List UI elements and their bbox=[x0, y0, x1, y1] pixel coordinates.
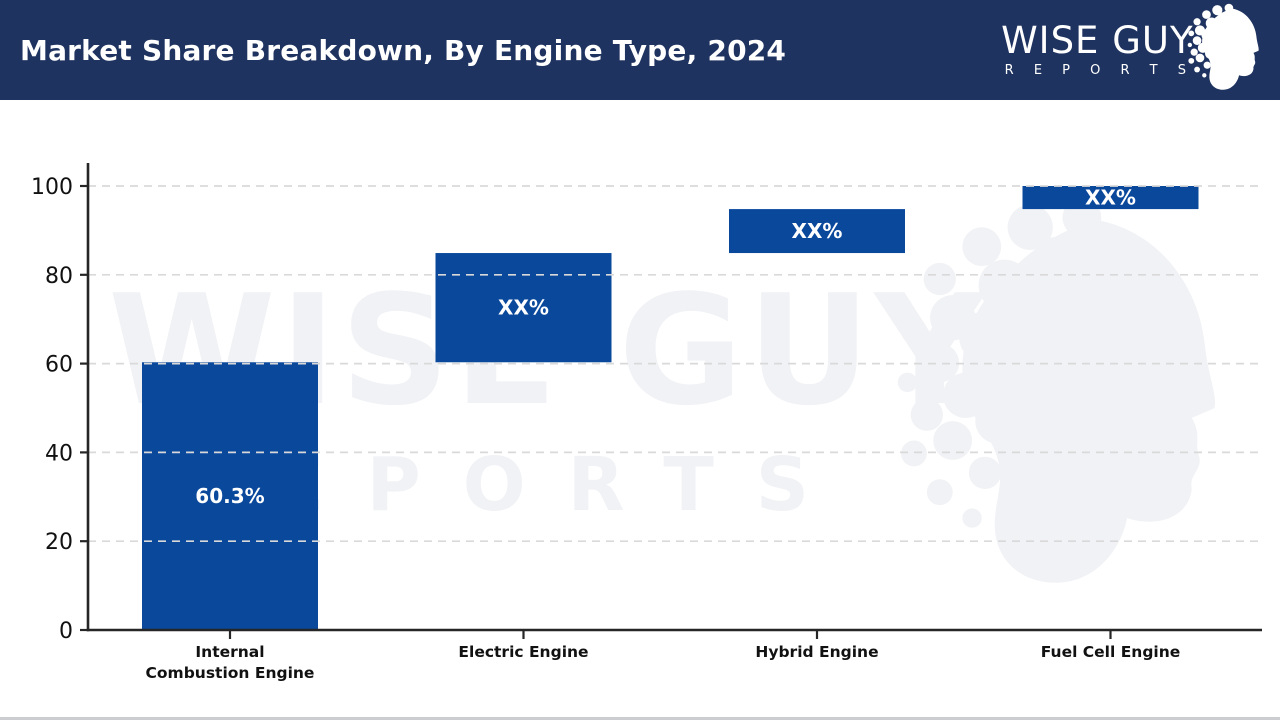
bar-value-label: XX% bbox=[792, 219, 843, 243]
x-category-label: Fuel Cell Engine bbox=[1041, 643, 1181, 661]
y-tick-label: 60 bbox=[45, 353, 73, 378]
wiseguy-logo: WISE GUY R E P O R T S bbox=[1001, 0, 1280, 100]
chart-area: WISE GUY REPORTS 0 20 40 60 80 100 60.3% Intern… bbox=[0, 100, 1280, 717]
y-tick-label: 80 bbox=[45, 264, 73, 289]
waterfall-bar-chart: 0 20 40 60 80 100 60.3% Internal Combustion Engi… bbox=[31, 163, 1262, 682]
header-banner: Market Share Breakdown, By Engine Type, … bbox=[0, 0, 1280, 100]
logo-brand-text: WISE GUY bbox=[1001, 19, 1194, 62]
y-tick-label: 20 bbox=[45, 530, 73, 555]
logo-reports-text: R E P O R T S bbox=[1004, 63, 1194, 78]
x-category-label: Internal Combustion Engine bbox=[146, 643, 315, 682]
bar bbox=[142, 362, 318, 630]
bar-value-label: 60.3% bbox=[195, 484, 264, 508]
x-category-label: Hybrid Engine bbox=[755, 643, 878, 661]
bar-value-label: XX% bbox=[498, 296, 549, 320]
bar-value-label: XX% bbox=[1085, 186, 1136, 210]
page-title: Market Share Breakdown, By Engine Type, … bbox=[20, 33, 787, 67]
y-tick-label: 40 bbox=[45, 441, 73, 466]
x-category-label: Electric Engine bbox=[458, 643, 588, 661]
y-tick-label: 0 bbox=[59, 619, 73, 644]
bar bbox=[729, 209, 905, 254]
logo-wordmark: WISE GUY R E P O R T S bbox=[1001, 22, 1194, 78]
y-tick-label: 100 bbox=[31, 175, 73, 200]
bar bbox=[435, 253, 612, 363]
